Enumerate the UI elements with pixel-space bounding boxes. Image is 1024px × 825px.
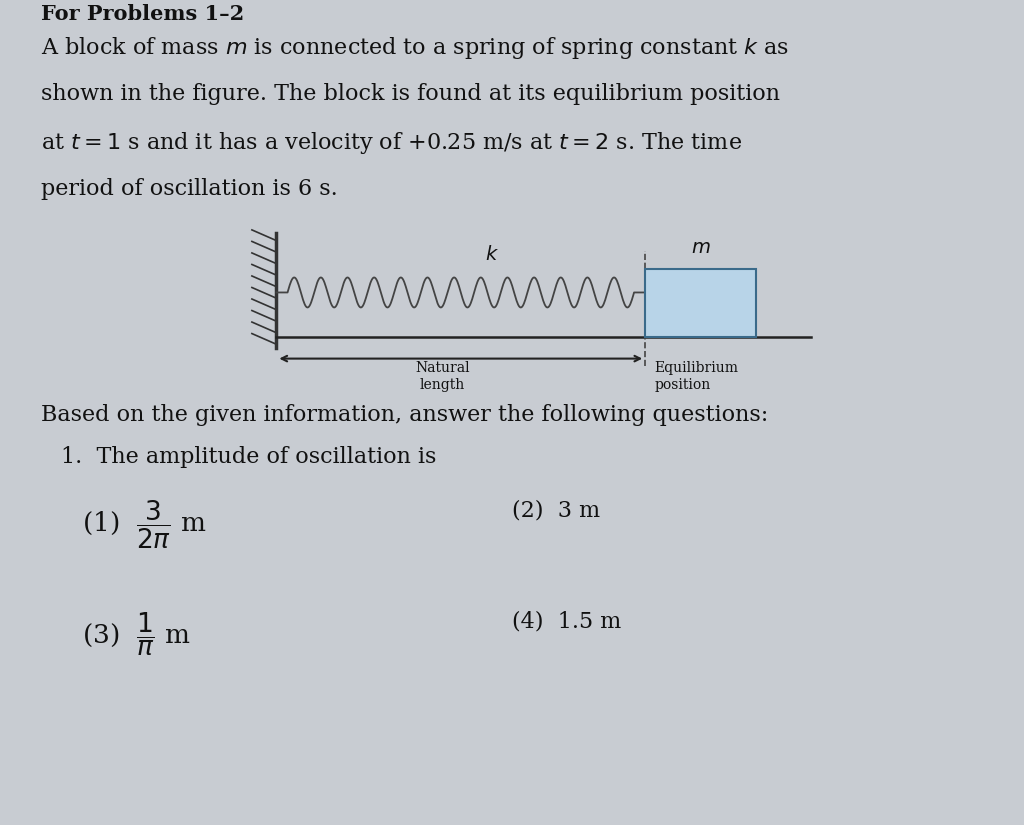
Text: $k$: $k$ [484,245,499,264]
Text: 1.  The amplitude of oscillation is: 1. The amplitude of oscillation is [61,446,437,468]
Text: (1)  $\dfrac{3}{2\pi}$ m: (1) $\dfrac{3}{2\pi}$ m [82,499,207,551]
Text: at $t = 1$ s and it has a velocity of +0.25 m/s at $t = 2$ s. The time: at $t = 1$ s and it has a velocity of +0… [41,130,742,157]
Text: $m$: $m$ [690,238,711,257]
Text: (3)  $\dfrac{1}{\pi}$ m: (3) $\dfrac{1}{\pi}$ m [82,610,190,658]
Text: (4)  1.5 m: (4) 1.5 m [512,610,622,633]
Text: shown in the figure. The block is found at its equilibrium position: shown in the figure. The block is found … [41,82,780,105]
Text: Natural
length: Natural length [415,361,470,392]
Text: Equilibrium
position: Equilibrium position [654,361,738,392]
Text: A block of mass $m$ is connected to a spring of spring constant $k$ as: A block of mass $m$ is connected to a sp… [41,35,790,61]
Text: For Problems 1–2: For Problems 1–2 [41,4,244,24]
Text: period of oscillation is 6 s.: period of oscillation is 6 s. [41,178,338,200]
Text: Based on the given information, answer the following questions:: Based on the given information, answer t… [41,404,768,427]
Bar [645,269,756,337]
Text: (2)  3 m: (2) 3 m [512,499,600,521]
